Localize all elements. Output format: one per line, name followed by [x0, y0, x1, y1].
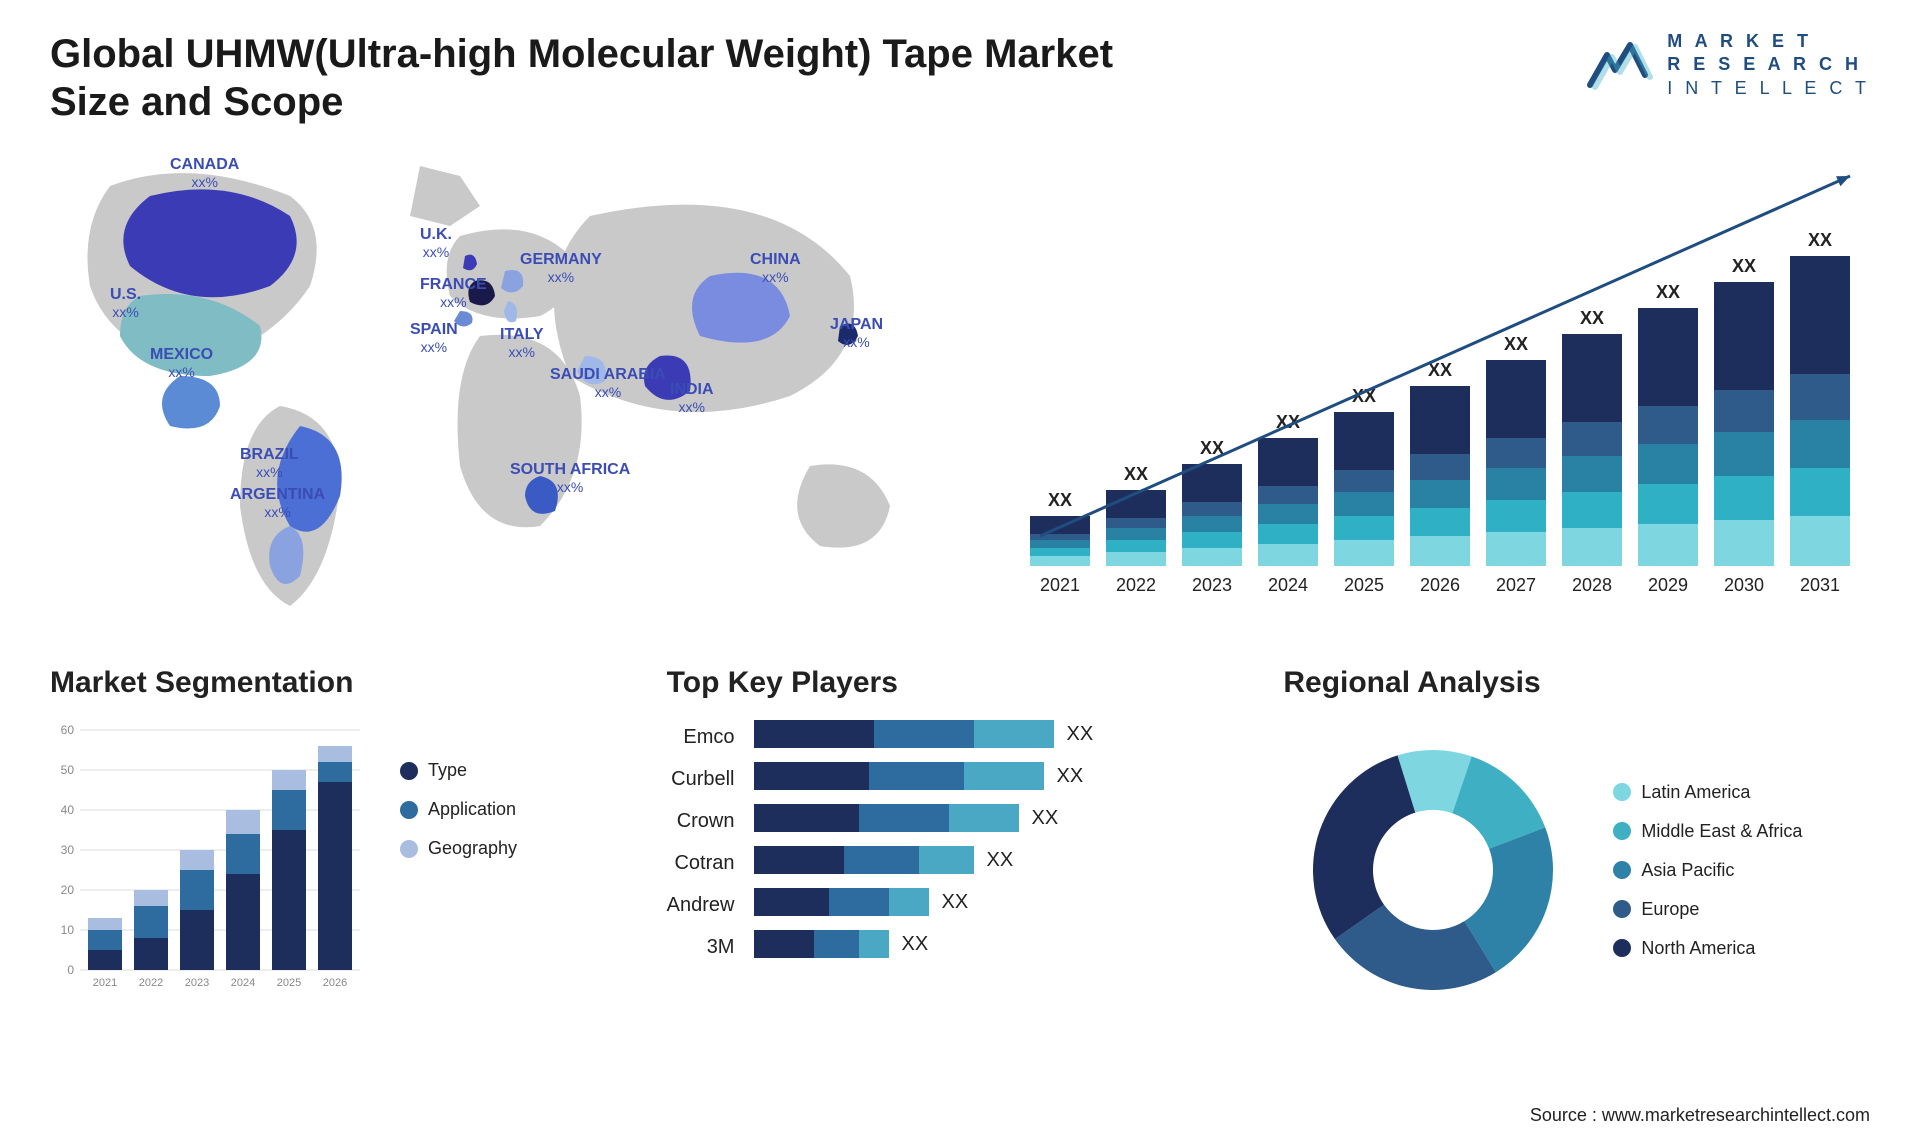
map-label: ARGENTINAxx% [230, 486, 325, 521]
legend-item: Asia Pacific [1613, 860, 1802, 881]
top-row: CANADAxx% U.S.xx% MEXICOxx% BRAZILxx% ARGENT… [50, 146, 1870, 626]
svg-text:XX: XX [1732, 256, 1756, 276]
svg-text:2026: 2026 [323, 977, 347, 989]
legend-item: Europe [1613, 899, 1802, 920]
svg-text:XX: XX [1808, 230, 1832, 250]
svg-text:2030: 2030 [1724, 575, 1764, 595]
map-label: CANADAxx% [170, 156, 239, 191]
page-title: Global UHMW(Ultra-high Molecular Weight)… [50, 30, 1150, 126]
map-label: SAUDI ARABIAxx% [550, 366, 666, 401]
map-label: MEXICOxx% [150, 346, 213, 381]
bottom-row: Market Segmentation 0 10 20 30 40 50 60 2021 202… [50, 666, 1870, 1020]
map-label: JAPANxx% [830, 316, 883, 351]
segmentation-section: Market Segmentation 0 10 20 30 40 50 60 2021 202… [50, 666, 637, 1020]
legend-item: Type [400, 760, 517, 781]
map-svg [50, 146, 950, 626]
map-label: ITALYxx% [500, 326, 544, 361]
legend-item: Application [400, 799, 517, 820]
legend-item: Middle East & Africa [1613, 821, 1802, 842]
logo-text: M A R K E T R E S E A R C H I N T E L L … [1667, 30, 1870, 100]
svg-text:2027: 2027 [1496, 575, 1536, 595]
player-name: Cotran [674, 852, 734, 880]
svg-text:10: 10 [61, 923, 75, 937]
map-label: FRANCExx% [420, 276, 487, 311]
regional-legend: Latin America Middle East & Africa Asia Pa… [1613, 782, 1802, 959]
svg-text:2024: 2024 [231, 977, 255, 989]
player-name: Crown [677, 810, 735, 838]
brand-logo: M A R K E T R E S E A R C H I N T E L L … [1585, 30, 1870, 100]
legend-item: North America [1613, 938, 1802, 959]
player-name: Andrew [667, 894, 735, 922]
map-label: U.S.xx% [110, 286, 141, 321]
regional-title: Regional Analysis [1283, 666, 1870, 700]
legend-item: Latin America [1613, 782, 1802, 803]
map-label: U.K.xx% [420, 226, 452, 261]
svg-text:2023: 2023 [1192, 575, 1232, 595]
segmentation-legend: Type Application Geography [400, 760, 517, 1000]
svg-text:40: 40 [61, 803, 75, 817]
regional-section: Regional Analysis Latin America Middle Ea… [1283, 666, 1870, 1020]
player-bar-row: XX [754, 846, 1093, 874]
player-bar-row: XX [754, 720, 1093, 748]
segmentation-chart: 0 10 20 30 40 50 60 2021 2022 2023 2024 2025 2026 [50, 720, 370, 1000]
logo-icon [1585, 35, 1655, 95]
svg-text:XX: XX [1656, 282, 1680, 302]
svg-text:50: 50 [61, 763, 75, 777]
svg-text:XX: XX [1124, 464, 1148, 484]
svg-text:2031: 2031 [1800, 575, 1840, 595]
player-name: Curbell [671, 768, 734, 796]
player-bar-row: XX [754, 762, 1093, 790]
player-bar-row: XX [754, 804, 1093, 832]
svg-text:2025: 2025 [1344, 575, 1384, 595]
map-label: INDIAxx% [670, 381, 714, 416]
svg-text:2029: 2029 [1648, 575, 1688, 595]
map-label: SPAINxx% [410, 321, 458, 356]
svg-text:2022: 2022 [1116, 575, 1156, 595]
svg-text:60: 60 [61, 723, 75, 737]
svg-text:2028: 2028 [1572, 575, 1612, 595]
map-label: SOUTH AFRICAxx% [510, 461, 630, 496]
svg-text:2021: 2021 [1040, 575, 1080, 595]
player-bar-row: XX [754, 930, 1093, 958]
svg-text:XX: XX [1504, 334, 1528, 354]
svg-text:2023: 2023 [185, 977, 209, 989]
player-bar-row: XX [754, 888, 1093, 916]
donut-chart [1283, 720, 1583, 1020]
player-names: Emco Curbell Crown Cotran Andrew 3M [667, 720, 735, 964]
svg-text:2026: 2026 [1420, 575, 1460, 595]
svg-text:30: 30 [61, 843, 75, 857]
segmentation-title: Market Segmentation [50, 666, 637, 700]
header: Global UHMW(Ultra-high Molecular Weight)… [50, 30, 1870, 126]
svg-text:0: 0 [67, 963, 74, 977]
svg-text:2022: 2022 [139, 977, 163, 989]
world-map: CANADAxx% U.S.xx% MEXICOxx% BRAZILxx% ARGENT… [50, 146, 950, 626]
legend-item: Geography [400, 838, 517, 859]
svg-text:2025: 2025 [277, 977, 301, 989]
svg-text:20: 20 [61, 883, 75, 897]
player-name: 3M [707, 936, 735, 964]
svg-text:XX: XX [1048, 490, 1072, 510]
map-label: BRAZILxx% [240, 446, 299, 481]
source-text: Source : www.marketresearchintellect.com [1530, 1105, 1870, 1126]
players-title: Top Key Players [667, 666, 1254, 700]
player-name: Emco [683, 726, 734, 754]
map-label: GERMANYxx% [520, 251, 602, 286]
svg-text:XX: XX [1580, 308, 1604, 328]
svg-text:2021: 2021 [93, 977, 117, 989]
main-stacked-bar-chart: XX 2021 XX 2022 XX 2023 XX 2024 XX 2025 XX 2026 XX 20… [990, 146, 1870, 626]
map-label: CHINAxx% [750, 251, 801, 286]
players-section: Top Key Players Emco Curbell Crown Cotran An… [667, 666, 1254, 1020]
svg-text:2024: 2024 [1268, 575, 1308, 595]
player-bars: XX XX XX XX XX XX [754, 720, 1093, 964]
